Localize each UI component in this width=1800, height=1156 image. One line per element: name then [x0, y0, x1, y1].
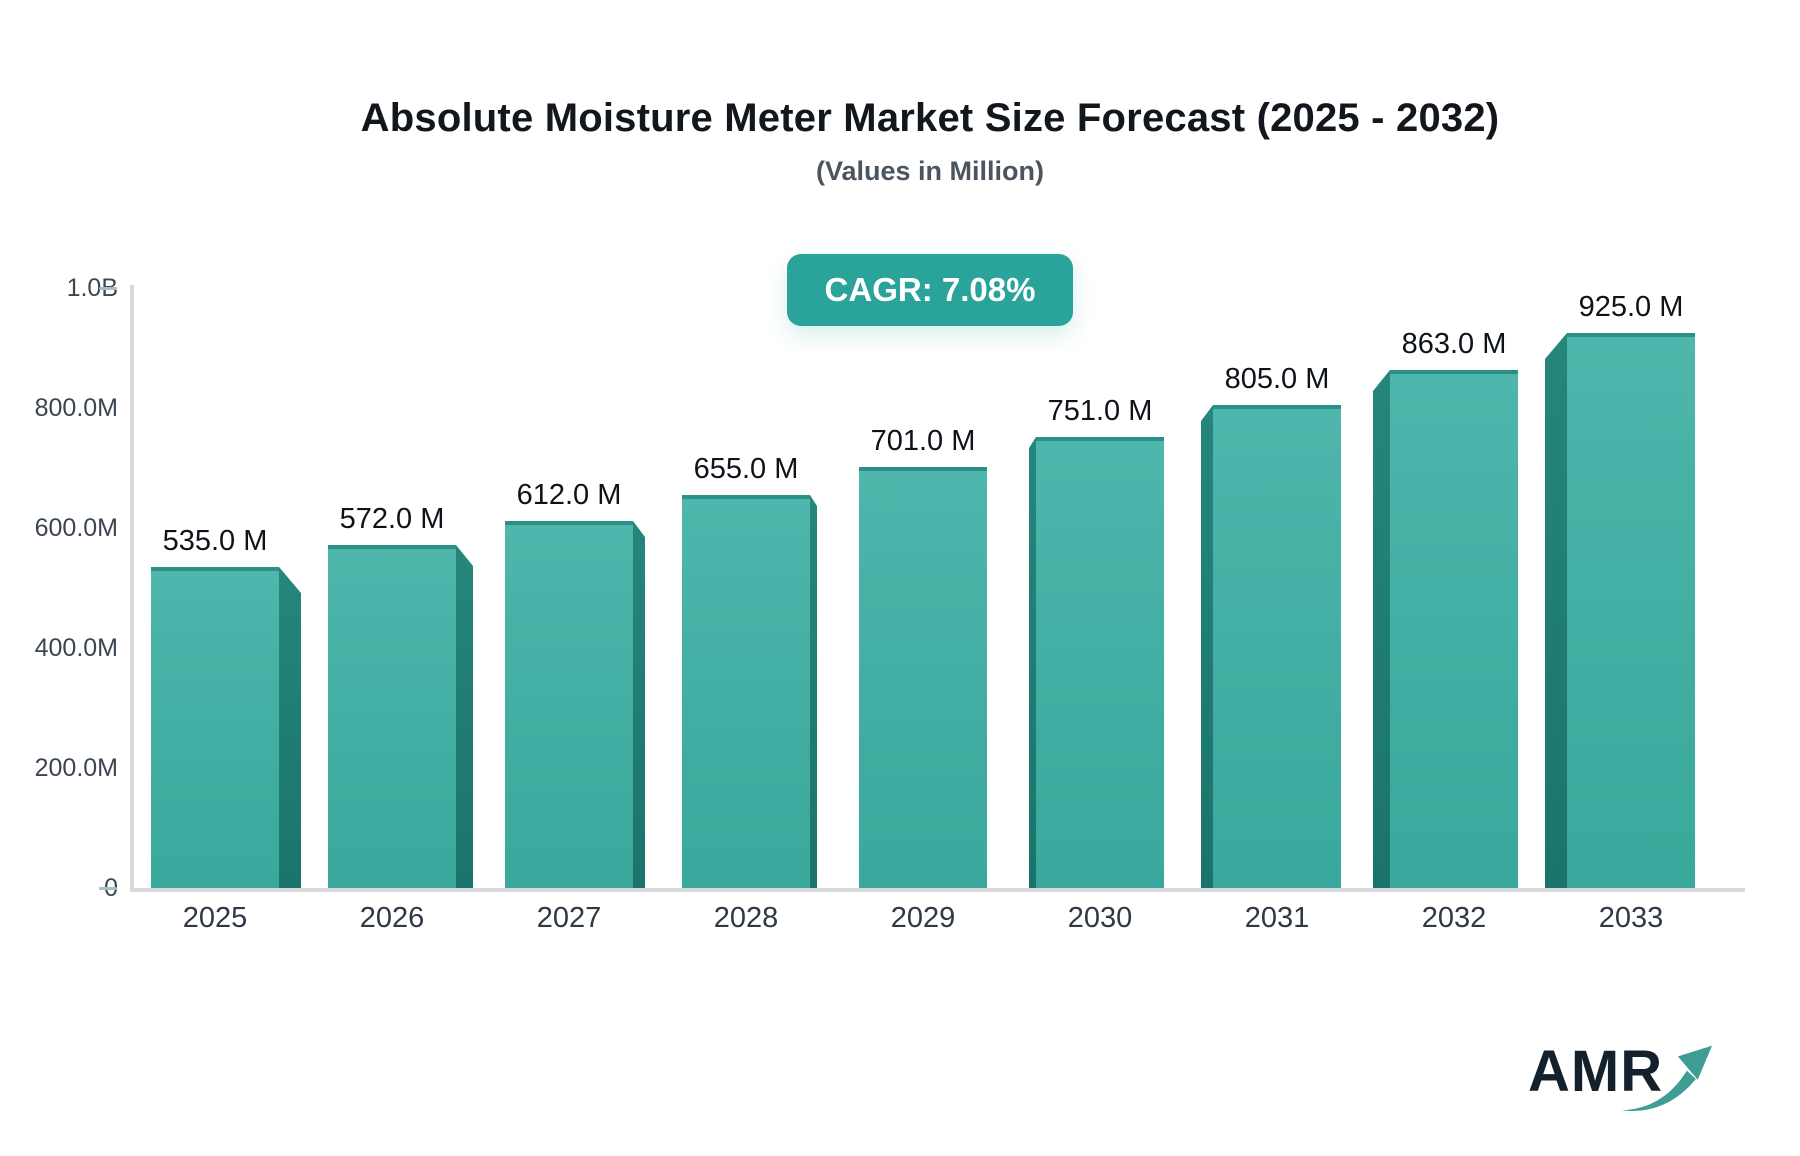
x-axis-label: 2025	[182, 902, 248, 934]
bar	[328, 545, 456, 888]
x-axis-label: 2028	[713, 902, 779, 934]
bar-3d-side	[1545, 333, 1567, 888]
x-axis-label: 2031	[1244, 902, 1310, 934]
bar-3d-side	[456, 545, 473, 888]
bar-group: 572.0 M 2026	[302, 287, 482, 934]
bar	[505, 521, 633, 888]
y-axis-label: 800.0M	[34, 394, 118, 422]
chart-header: Absolute Moisture Meter Market Size Fore…	[130, 94, 1730, 188]
x-axis-line	[130, 888, 1745, 892]
bar-group: 655.0 M 2028	[656, 287, 836, 934]
bar-3d-side	[633, 521, 645, 888]
bar-3d-side	[1201, 405, 1213, 888]
y-axis-label: 200.0M	[34, 754, 118, 782]
bar-3d-side	[1373, 370, 1390, 888]
bar	[682, 495, 810, 888]
bar-group: 751.0 M 2030	[1010, 287, 1190, 934]
bar	[859, 467, 987, 888]
bar-3d-side	[810, 495, 817, 888]
logo-amr: AMR	[1528, 1028, 1718, 1112]
bar-value-label: 655.0 M	[693, 453, 799, 485]
chart-subtitle: (Values in Million)	[815, 156, 1045, 186]
plot-area: 535.0 M 2025 572.0 M 2026 612.0 M 2027 6…	[130, 287, 1750, 934]
bar-group: 925.0 M 2033	[1541, 287, 1721, 934]
cagr-badge-row: CAGR: 7.08%	[130, 254, 1730, 326]
chart-title: Absolute Moisture Meter Market Size Fore…	[360, 96, 1500, 140]
bar-3d-side	[279, 567, 301, 888]
logo-growth-arrow-icon	[1622, 1045, 1713, 1112]
y-axis-label: 400.0M	[34, 634, 118, 662]
logo-amr-text: AMR	[1528, 1039, 1664, 1104]
bar-value-label: 612.0 M	[516, 479, 622, 511]
y-axis-tick	[99, 287, 117, 290]
bar-value-label: 751.0 M	[1047, 395, 1153, 427]
bar-group: 805.0 M 2031	[1187, 287, 1367, 934]
bar-value-label: 805.0 M	[1224, 363, 1330, 395]
y-axis-tick	[99, 887, 117, 890]
bar-group: 535.0 M 2025	[125, 287, 305, 934]
bar	[1390, 370, 1518, 888]
x-axis-label: 2033	[1598, 902, 1664, 934]
bar	[1213, 405, 1341, 888]
x-axis-label: 2026	[359, 902, 425, 934]
bar-value-label: 925.0 M	[1578, 291, 1684, 323]
x-axis-label: 2029	[890, 902, 956, 934]
bar-value-label: 863.0 M	[1401, 328, 1507, 360]
y-axis-line	[130, 285, 134, 892]
x-axis-label: 2027	[536, 902, 602, 934]
bar-value-label: 572.0 M	[339, 503, 445, 535]
bar-value-label: 701.0 M	[870, 425, 976, 457]
bar-value-label: 535.0 M	[162, 525, 268, 557]
bar	[1036, 437, 1164, 888]
bar	[151, 567, 279, 888]
bar-3d-side	[1029, 437, 1036, 888]
bar-group: 612.0 M 2027	[479, 287, 659, 934]
y-axis-label: 600.0M	[34, 514, 118, 542]
cagr-badge: CAGR: 7.08%	[786, 254, 1074, 326]
bar	[1567, 333, 1695, 888]
x-axis-label: 2032	[1421, 902, 1487, 934]
bar-group: 701.0 M 2029	[833, 287, 1013, 934]
x-axis-label: 2030	[1067, 902, 1133, 934]
bar-group: 863.0 M 2032	[1364, 287, 1544, 934]
